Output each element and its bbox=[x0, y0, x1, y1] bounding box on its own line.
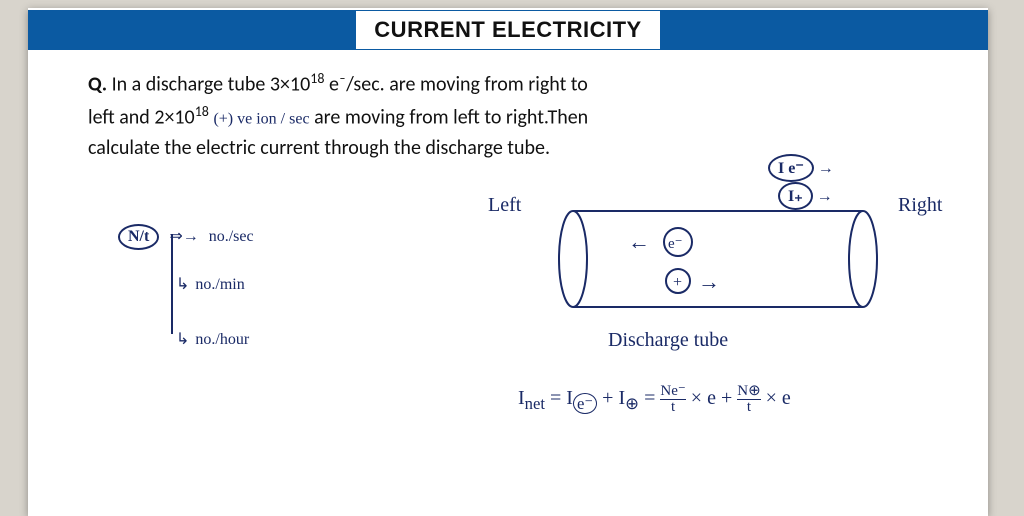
svg-text:e⁻: e⁻ bbox=[668, 236, 683, 252]
question-text: Q. In a discharge tube 3×1018 e⁻/sec. ar… bbox=[88, 68, 940, 164]
right-label: Right bbox=[898, 194, 942, 217]
left-label: Left bbox=[488, 194, 521, 217]
ip-arrow: I₊ → bbox=[778, 182, 833, 210]
q-exp1: 18 bbox=[310, 70, 324, 87]
q-line1b: e⁻/sec. are moving from right to bbox=[324, 73, 587, 97]
discharge-tube-diagram: ← e⁻ + → bbox=[558, 209, 878, 309]
ie-label: I e⁻ bbox=[768, 154, 814, 182]
inet-formula: Inet = Ie⁻ + I⊕ = Ne⁻ t × e + N⊕ t × e bbox=[518, 384, 791, 415]
page-card: CURRENT ELECTRICITY Q. In a discharge tu… bbox=[28, 8, 988, 516]
svg-text:→: → bbox=[698, 269, 720, 294]
f-sub: net bbox=[525, 394, 545, 413]
f-frac1-top: Ne⁻ bbox=[660, 384, 685, 400]
title-bar: CURRENT ELECTRICITY bbox=[28, 10, 988, 50]
svg-text:+: + bbox=[673, 274, 682, 291]
f-mid: × e + bbox=[691, 387, 737, 409]
rate-min: no./min bbox=[176, 274, 245, 294]
f-rhs1: = bbox=[644, 387, 660, 409]
f-eq: = I bbox=[550, 387, 573, 409]
ion-annotation: (+) ve ion / sec bbox=[213, 110, 309, 127]
bracket-line bbox=[166, 234, 184, 344]
f-lhs: I bbox=[518, 387, 525, 409]
q-line2a: left and 2×10 bbox=[88, 105, 195, 129]
chapter-title: CURRENT ELECTRICITY bbox=[356, 11, 659, 49]
ip-label: I₊ bbox=[778, 182, 813, 210]
nt-label: N/t bbox=[118, 224, 159, 250]
handwritten-region: N/t ⇒→ no./sec no./min no./hour Left Rig… bbox=[88, 164, 940, 464]
question-label: Q. bbox=[88, 73, 107, 97]
q-line3: calculate the electric current through t… bbox=[88, 136, 550, 160]
f-frac2-bot: t bbox=[737, 400, 760, 415]
f-pl: ⊕ bbox=[625, 394, 639, 413]
f-frac2-top: N⊕ bbox=[737, 384, 760, 400]
rate-hour: no./hour bbox=[176, 329, 249, 349]
q-line2b: are moving from left to right.Then bbox=[314, 105, 588, 129]
svg-text:←: ← bbox=[628, 229, 650, 254]
content-area: Q. In a discharge tube 3×1018 e⁻/sec. ar… bbox=[28, 50, 988, 474]
f-plus: + I bbox=[602, 387, 625, 409]
f-e: e⁻ bbox=[573, 393, 597, 414]
nt-group: N/t ⇒→ no./sec bbox=[118, 224, 254, 250]
q-exp2: 18 bbox=[195, 103, 209, 120]
f-end: × e bbox=[766, 387, 791, 409]
q-line1a: In a discharge tube 3×10 bbox=[112, 73, 311, 97]
ie-arrow: I e⁻ → bbox=[768, 154, 834, 182]
tube-caption: Discharge tube bbox=[608, 329, 728, 352]
rate-sec: no./sec bbox=[209, 228, 254, 245]
f-frac1-bot: t bbox=[660, 400, 685, 415]
